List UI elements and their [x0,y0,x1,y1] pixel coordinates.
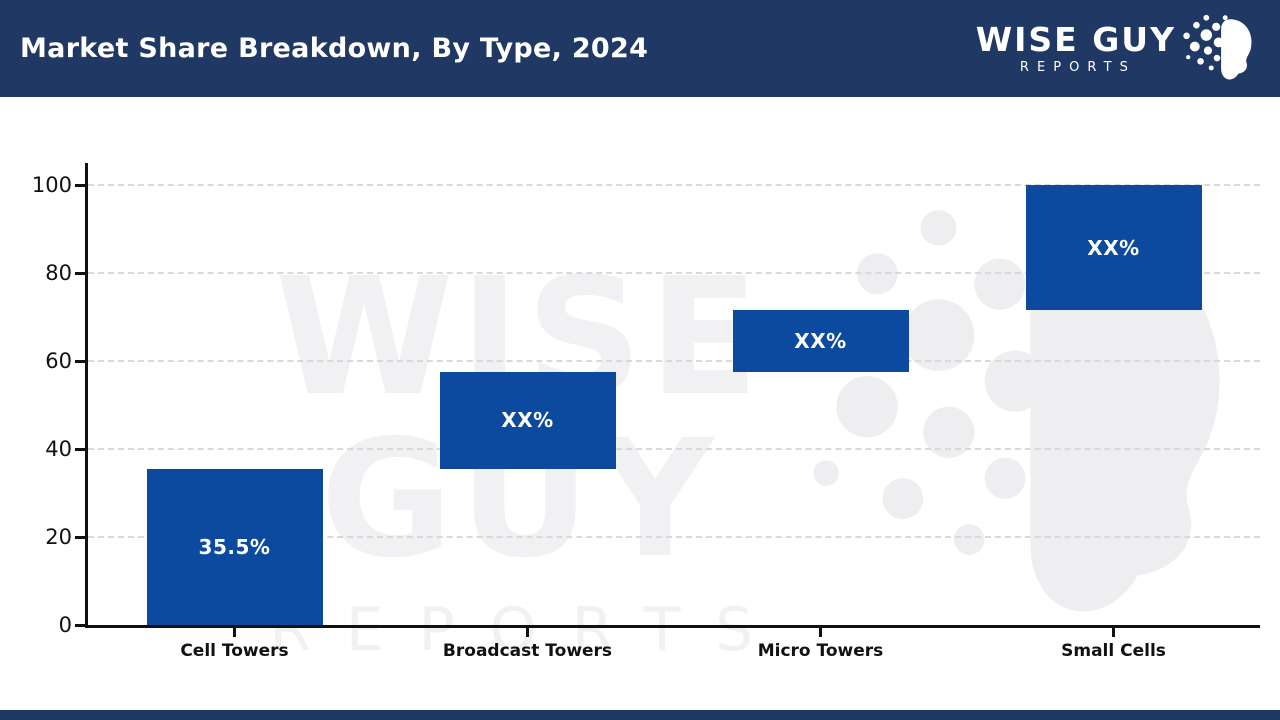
x-tick-mark-small-cells [1112,628,1115,637]
y-tick-mark-20 [75,536,88,539]
wiseguy-logo: WISE GUY REPORTS [976,10,1254,88]
bar-broadcast-towers: XX% [439,372,616,469]
logo-text: WISE GUY REPORTS [976,23,1176,75]
y-tick-mark-100 [75,184,88,187]
gridline-80 [88,272,1260,274]
x-tick-mark-cell-towers [233,628,236,637]
logo-wordmark: WISE GUY [975,19,1176,59]
footer-bar [0,710,1280,720]
bar-micro-towers: XX% [732,310,909,372]
logo-face-icon [1183,14,1252,80]
logo-subtext: REPORTS [1019,59,1136,75]
y-axis-line [85,163,88,628]
waterfall-chart: 0 20 40 60 80 100 35.5% Cell Towers XX% Broadcast… [32,163,1260,661]
y-tick-label-60: 60 [45,349,72,373]
bar-value-label-cell-towers: 35.5% [198,534,271,559]
gridline-20 [88,536,1260,538]
page-title: Market Share Breakdown, By Type, 2024 [20,33,649,64]
y-tick-label-40: 40 [45,437,72,461]
x-category-label-broadcast-towers: Broadcast Towers [442,641,613,661]
x-category-label-micro-towers: Micro Towers [757,641,884,661]
y-tick-mark-0 [75,624,88,627]
x-category-label-small-cells: Small Cells [1061,641,1166,661]
bar-value-label-small-cells: XX% [1087,235,1140,260]
gridline-40 [88,448,1260,450]
bar-value-label-micro-towers: XX% [794,329,847,354]
bar-value-label-broadcast-towers: XX% [501,408,554,433]
bar-small-cells: XX% [1025,185,1202,311]
x-tick-mark-broadcast-towers [526,628,529,637]
gridline-100 [88,184,1260,186]
x-axis-line [85,625,1260,628]
y-tick-label-20: 20 [45,525,72,549]
x-category-label-cell-towers: Cell Towers [180,641,289,661]
y-tick-label-80: 80 [45,261,72,285]
y-tick-mark-40 [75,448,88,451]
y-tick-label-0: 0 [58,613,72,637]
y-tick-mark-80 [75,272,88,275]
bar-cell-towers: 35.5% [146,468,323,625]
gridline-60 [88,360,1260,362]
y-tick-mark-60 [75,360,88,363]
x-tick-mark-micro-towers [819,628,822,637]
y-tick-label-100: 100 [31,173,72,197]
header-bar: Market Share Breakdown, By Type, 2024 WI… [0,0,1280,97]
